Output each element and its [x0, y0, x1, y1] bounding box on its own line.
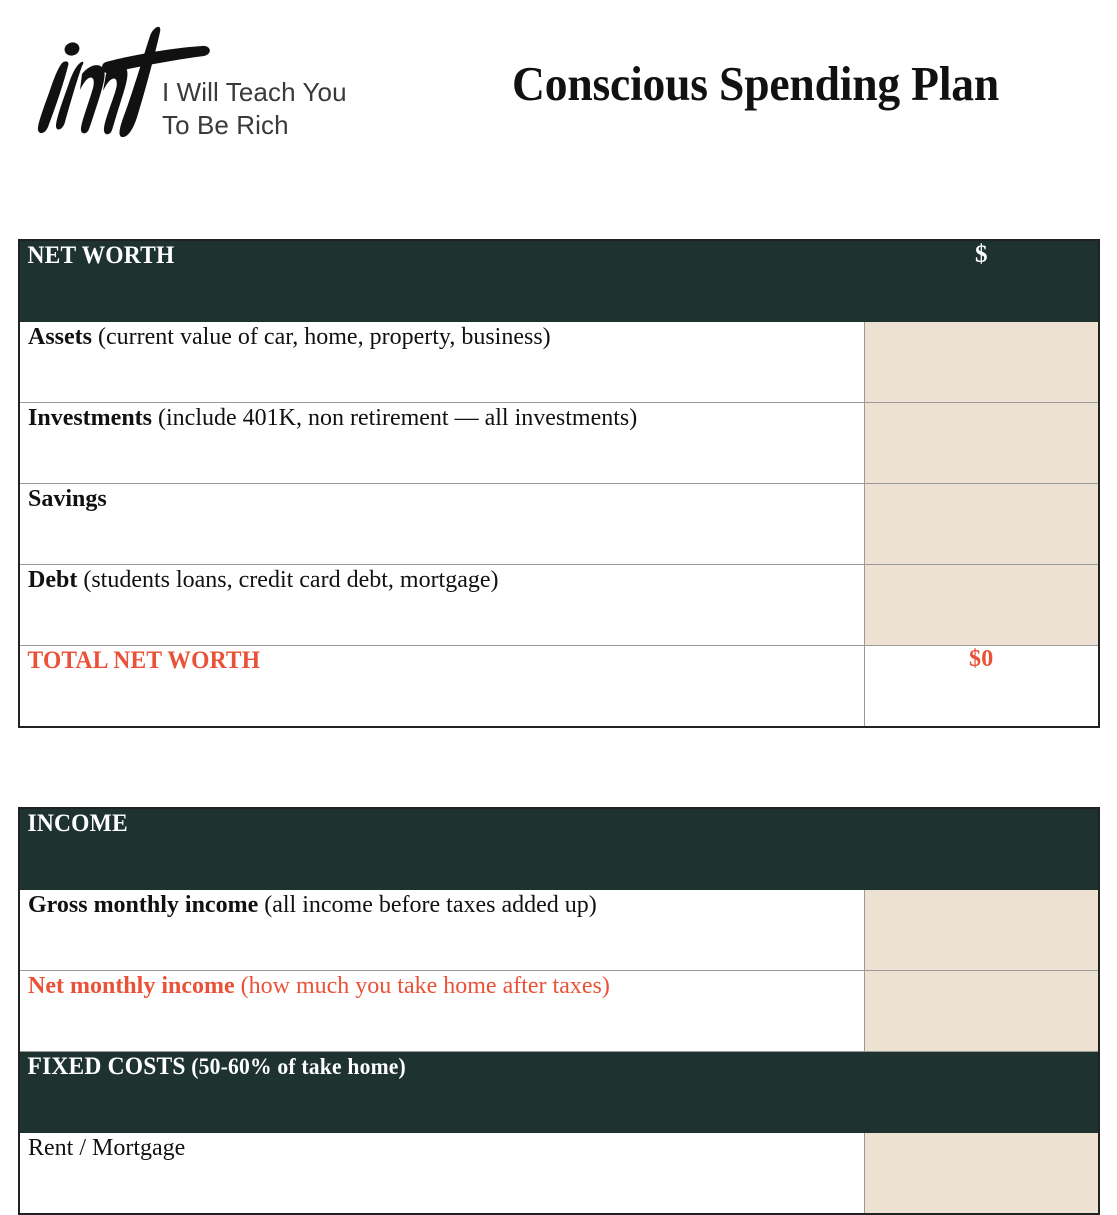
section-title-suffix: (50-60% of take home) [185, 1054, 406, 1079]
table-row: Savings [18, 483, 1100, 565]
table-row: Net monthly income (how much you take ho… [18, 970, 1100, 1052]
net-worth-table: NET WORTH $ Assets (current value of car… [18, 239, 1100, 728]
value-input-rent-mortgage[interactable] [865, 1133, 1099, 1213]
row-note: (current value of car, home, property, b… [92, 324, 551, 350]
income-section-header: INCOME [18, 807, 1100, 890]
section-title: INCOME [27, 810, 128, 837]
row-label-investments: Investments (include 401K, non retiremen… [20, 403, 864, 483]
row-label-debt: Debt (students loans, credit card debt, … [20, 565, 864, 645]
iwt-script-logo-icon [37, 26, 210, 138]
row-label-gross-monthly-income: Gross monthly income (all income before … [20, 890, 864, 970]
value-total-net-worth: $0 [864, 646, 1098, 726]
row-label-total-net-worth: TOTAL NET WORTH [27, 647, 261, 674]
row-lead: Assets [28, 324, 92, 350]
value-input-debt[interactable] [865, 565, 1099, 645]
row-lead: Investments [28, 405, 152, 431]
row-note: (how much you take home after taxes) [234, 973, 610, 999]
section-title: NET WORTH [27, 242, 175, 269]
table-row: Gross monthly income (all income before … [18, 889, 1100, 971]
value-input-investments[interactable] [865, 403, 1099, 483]
value-input-assets[interactable] [865, 322, 1099, 402]
table-row: Rent / Mortgage [18, 1132, 1100, 1215]
table-row: Investments (include 401K, non retiremen… [18, 402, 1100, 484]
section-value [865, 1052, 1099, 1132]
value-input-savings[interactable] [865, 484, 1099, 564]
page-title: Conscious Spending Plan [512, 56, 1000, 111]
row-lead: Gross monthly income [28, 892, 259, 918]
income-table: INCOME Gross monthly income (all income … [18, 807, 1100, 1215]
section-currency-symbol: $ [975, 241, 988, 268]
value-input-net-monthly-income[interactable] [865, 971, 1099, 1051]
row-label-savings: Savings [20, 484, 864, 564]
section-title-main: FIXED COSTS [27, 1053, 186, 1080]
row-note: (students loans, credit card debt, mortg… [77, 567, 499, 593]
brand-tagline: I Will Teach You To Be Rich [162, 77, 347, 140]
table-row: Assets (current value of car, home, prop… [18, 321, 1100, 403]
row-note: (include 401K, non retirement — all inve… [152, 405, 638, 431]
table-row: Debt (students loans, credit card debt, … [18, 564, 1100, 646]
brand-logo: I Will Teach You To Be Rich [10, 14, 430, 140]
row-lead: Net monthly income [28, 973, 235, 999]
net-worth-section-header: NET WORTH $ [18, 239, 1100, 322]
total-net-worth-row: TOTAL NET WORTH $0 [18, 645, 1100, 728]
row-note: (all income before taxes added up) [258, 892, 597, 918]
fixed-costs-section-header: FIXED COSTS (50-60% of take home) [18, 1051, 1100, 1133]
section-value [865, 809, 1099, 889]
row-label-rent-mortgage: Rent / Mortgage [20, 1133, 864, 1213]
page-header: I Will Teach You To Be Rich Conscious Sp… [0, 0, 1117, 200]
row-label-net-monthly-income: Net monthly income (how much you take ho… [20, 971, 864, 1051]
value-input-gross-monthly-income[interactable] [865, 890, 1099, 970]
section-title: FIXED COSTS (50-60% of take home) [20, 1052, 813, 1132]
row-lead: Savings [28, 486, 107, 512]
row-label-assets: Assets (current value of car, home, prop… [20, 322, 864, 402]
row-note: Rent / Mortgage [28, 1135, 186, 1161]
row-lead: Debt [28, 567, 78, 593]
